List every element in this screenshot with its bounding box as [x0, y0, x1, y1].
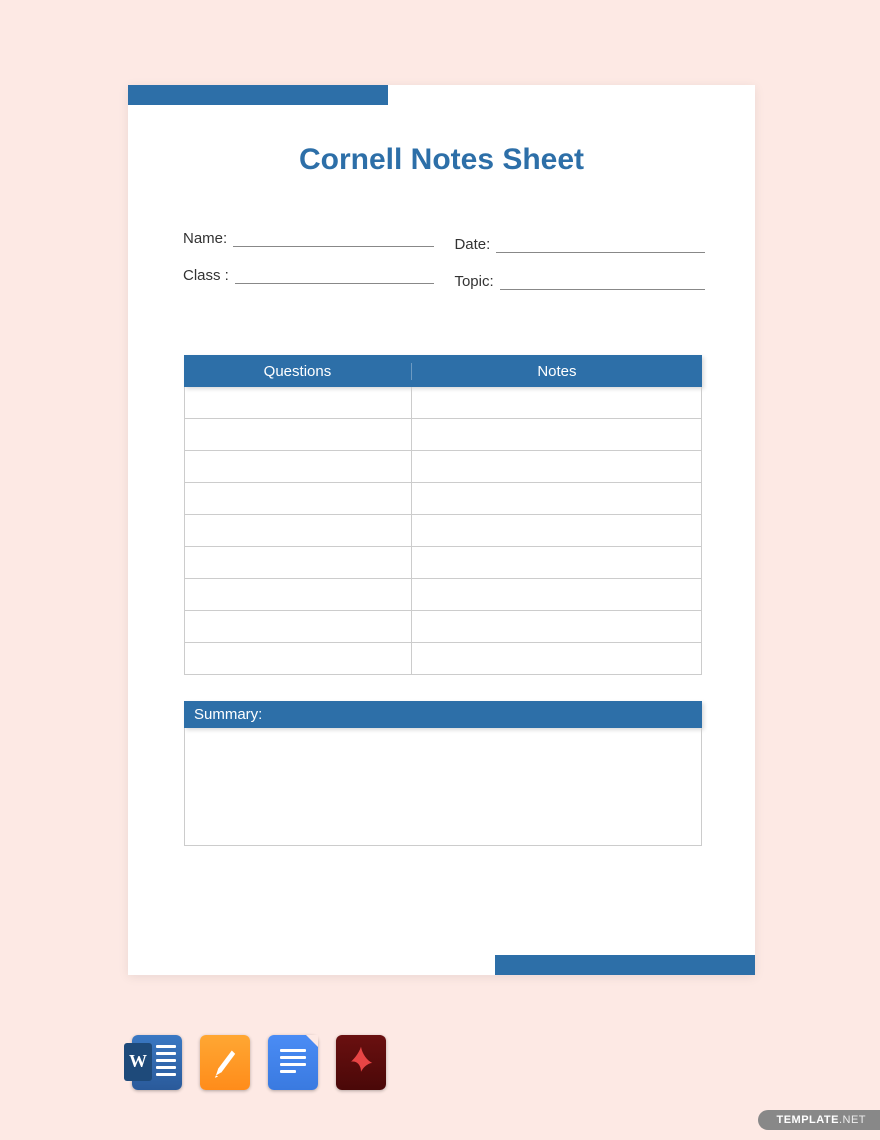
top-accent-bar	[128, 85, 388, 105]
class-label: Class :	[183, 267, 229, 284]
pages-icon[interactable]	[200, 1035, 250, 1090]
google-docs-icon[interactable]	[268, 1035, 318, 1090]
fields-left-column: Name: Class :	[183, 230, 434, 310]
topic-field: Topic:	[454, 273, 705, 290]
watermark-tld: .NET	[839, 1114, 866, 1126]
notes-header: Notes	[412, 363, 702, 380]
watermark-brand: TEMPLATE	[776, 1114, 838, 1126]
table-row[interactable]	[184, 515, 702, 547]
name-label: Name:	[183, 230, 227, 247]
question-cell[interactable]	[185, 387, 412, 418]
notes-table: Questions Notes	[184, 355, 702, 675]
question-cell[interactable]	[185, 483, 412, 514]
document-title: Cornell Notes Sheet	[128, 143, 755, 177]
note-cell[interactable]	[412, 451, 701, 482]
name-field: Name:	[183, 230, 434, 247]
watermark-badge: TEMPLATE.NET	[758, 1110, 880, 1130]
table-header: Questions Notes	[184, 355, 702, 387]
info-fields: Name: Class : Date: Topic:	[183, 230, 705, 310]
topic-input-line[interactable]	[500, 274, 705, 290]
name-input-line[interactable]	[233, 231, 433, 247]
note-cell[interactable]	[412, 643, 701, 674]
class-input-line[interactable]	[235, 268, 434, 284]
summary-section: Summary:	[184, 701, 702, 846]
word-lines-decoration	[156, 1045, 176, 1080]
adobe-pdf-glyph	[346, 1044, 376, 1082]
note-cell[interactable]	[412, 547, 701, 578]
table-row[interactable]	[184, 483, 702, 515]
date-input-line[interactable]	[496, 237, 705, 253]
question-cell[interactable]	[185, 419, 412, 450]
table-body	[184, 387, 702, 675]
topic-label: Topic:	[454, 273, 493, 290]
table-row[interactable]	[184, 387, 702, 419]
date-field: Date:	[454, 236, 705, 253]
word-icon[interactable]	[132, 1035, 182, 1090]
table-row[interactable]	[184, 451, 702, 483]
table-row[interactable]	[184, 643, 702, 675]
note-cell[interactable]	[412, 419, 701, 450]
table-row[interactable]	[184, 579, 702, 611]
questions-header: Questions	[184, 363, 412, 380]
question-cell[interactable]	[185, 579, 412, 610]
question-cell[interactable]	[185, 611, 412, 642]
fields-right-column: Date: Topic:	[454, 230, 705, 310]
table-row[interactable]	[184, 547, 702, 579]
note-cell[interactable]	[412, 483, 701, 514]
note-cell[interactable]	[412, 611, 701, 642]
summary-body[interactable]	[184, 728, 702, 846]
question-cell[interactable]	[185, 515, 412, 546]
question-cell[interactable]	[185, 451, 412, 482]
question-cell[interactable]	[185, 547, 412, 578]
date-label: Date:	[454, 236, 490, 253]
note-cell[interactable]	[412, 387, 701, 418]
note-cell[interactable]	[412, 579, 701, 610]
document-page: Cornell Notes Sheet Name: Class : Date: …	[128, 85, 755, 975]
class-field: Class :	[183, 267, 434, 284]
table-row[interactable]	[184, 419, 702, 451]
docs-lines-decoration	[280, 1049, 306, 1077]
pdf-icon[interactable]	[336, 1035, 386, 1090]
summary-header: Summary:	[184, 701, 702, 728]
note-cell[interactable]	[412, 515, 701, 546]
bottom-accent-bar	[495, 955, 755, 975]
pen-icon	[211, 1046, 239, 1080]
format-icons-row	[132, 1035, 386, 1090]
table-row[interactable]	[184, 611, 702, 643]
question-cell[interactable]	[185, 643, 412, 674]
